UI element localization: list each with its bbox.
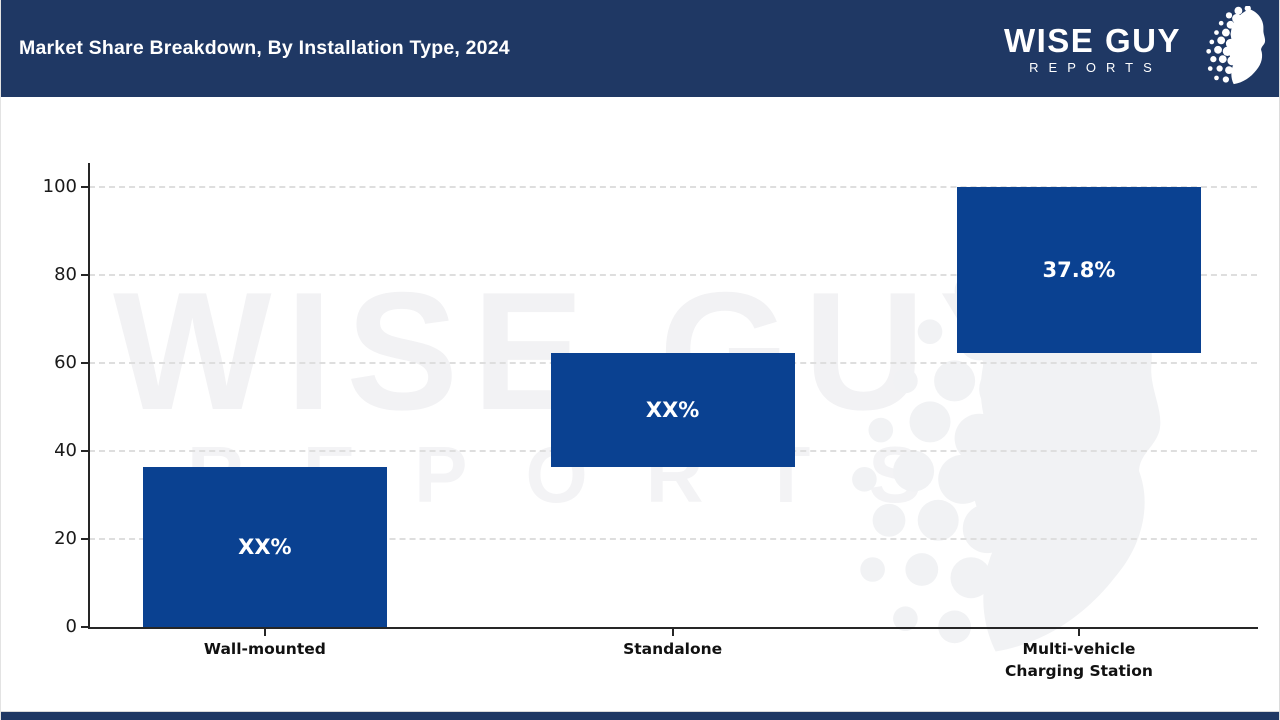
footer-bar bbox=[1, 712, 1279, 720]
y-tick-label: 0 bbox=[65, 616, 77, 637]
y-tick-mark bbox=[81, 274, 89, 276]
x-tick-mark bbox=[671, 629, 674, 636]
bar-value-label: XX% bbox=[238, 534, 292, 559]
y-tick-mark bbox=[81, 362, 89, 364]
gridline bbox=[89, 274, 1257, 276]
y-tick-label: 40 bbox=[54, 440, 77, 461]
x-category-label: Multi-vehicle Charging Station bbox=[1005, 640, 1153, 680]
chart-area: WISE GUY REPORTS 0 20 40 60 80 100 XX% Wall-mou… bbox=[1, 97, 1279, 711]
gridline bbox=[89, 538, 1257, 540]
plot-area: 0 20 40 60 80 100 XX% Wall-mounted XX% Standalone… bbox=[1, 97, 1279, 711]
x-tick-mark bbox=[263, 629, 266, 636]
header-bar: Market Share Breakdown, By Installation … bbox=[1, 0, 1279, 97]
y-tick-mark bbox=[81, 626, 89, 628]
x-category-label: Standalone bbox=[623, 640, 723, 658]
y-tick-mark bbox=[81, 450, 89, 452]
y-axis bbox=[88, 163, 90, 629]
bar-segment: 37.8% bbox=[956, 187, 1201, 354]
bar-segment: XX% bbox=[142, 466, 387, 627]
bar-value-label: 37.8% bbox=[1042, 258, 1116, 283]
chart-title: Market Share Breakdown, By Installation … bbox=[19, 37, 510, 59]
x-category-label: Wall-mounted bbox=[203, 640, 326, 658]
x-tick-mark bbox=[1077, 629, 1080, 636]
y-tick-label: 60 bbox=[54, 352, 77, 373]
brand-logo: WISE GUY REPORTS bbox=[1004, 5, 1279, 92]
logo-wordmark: WISE GUY bbox=[1003, 21, 1181, 59]
y-tick-mark bbox=[81, 538, 89, 540]
y-tick-label: 80 bbox=[54, 264, 77, 285]
x-axis bbox=[88, 627, 1258, 629]
gridline bbox=[89, 186, 1257, 188]
y-tick-label: 20 bbox=[54, 528, 77, 549]
y-tick-mark bbox=[81, 186, 89, 188]
bar-segment: XX% bbox=[550, 353, 795, 467]
dotted-head-icon bbox=[1206, 5, 1266, 84]
logo-subtitle: REPORTS bbox=[1029, 59, 1162, 75]
y-tick-label: 100 bbox=[42, 176, 77, 197]
logo-wordmark-block: WISE GUY REPORTS bbox=[1004, 24, 1181, 74]
bar-value-label: XX% bbox=[645, 398, 700, 423]
footer-divider bbox=[1, 711, 1279, 712]
